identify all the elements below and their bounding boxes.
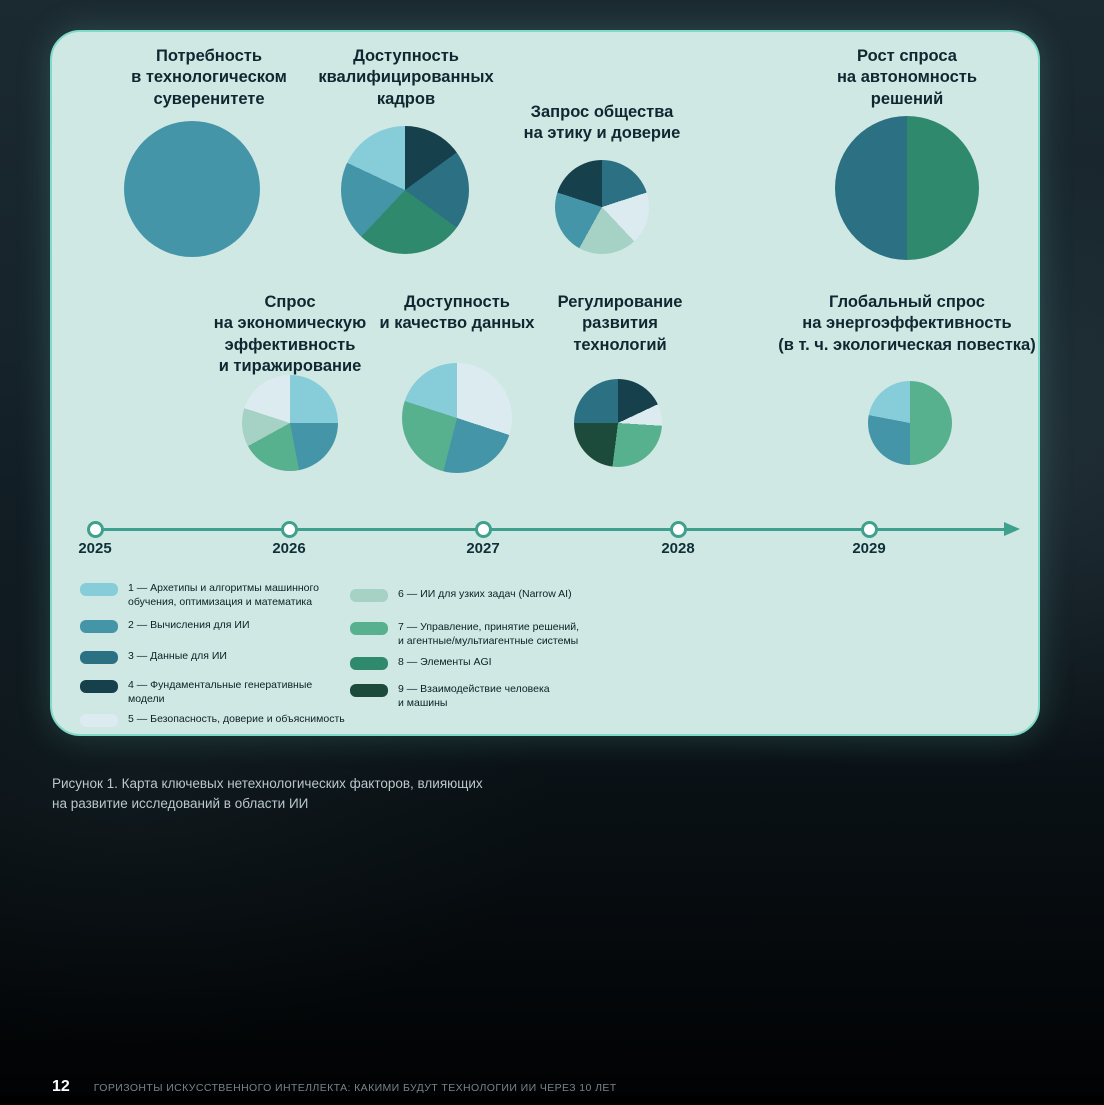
factor-title-data: Доступность и качество данных [379,293,535,333]
year-label-2026: 2026 [272,540,306,557]
legend-item-9: 9 — Взаимодействие человека и машины [350,683,550,710]
page-footer: 12 ГОРИЗОНТЫ ИСКУССТВЕННОГО ИНТЕЛЛЕКТА: … [52,1078,617,1096]
legend-item-6: 6 — ИИ для узких задач (Narrow AI) [350,588,572,602]
pie-ethics [555,160,649,254]
legend-swatch-2 [80,620,118,633]
legend-swatch-4 [80,680,118,693]
figure-card: Потребность в технологическом суверените… [50,30,1040,736]
legend-label-7: 7 — Управление, принятие решений, и аген… [398,621,580,647]
legend-label-2: 2 — Вычисления для ИИ [128,619,250,631]
legend-label-4: 4 — Фундаментальные генеративные модели [128,679,313,705]
legend-swatch-3 [80,651,118,664]
pie-data [402,363,512,473]
factor-title-personnel: Доступность квалифицированных кадров [318,47,494,108]
legend-item-5: 5 — Безопасность, доверие и объяснимость [80,713,345,727]
legend-item-8: 8 — Элементы AGI [350,656,492,670]
bottom-bar [0,1096,1104,1105]
timeline-dot-2028 [669,521,687,538]
legend-label-5: 5 — Безопасность, доверие и объяснимость [128,713,345,725]
legend-label-9: 9 — Взаимодействие человека и машины [398,683,550,709]
factor-title-economic: Спрос на экономическую эффективность и т… [213,293,367,376]
legend-item-7: 7 — Управление, принятие решений, и аген… [350,621,579,648]
legend-item-1: 1 — Архетипы и алгоритмы машинного обуче… [80,582,319,609]
year-label-2025: 2025 [78,540,112,557]
pie-energy [868,381,952,465]
timeline-dot-2029 [860,521,878,538]
legend-swatch-5 [80,714,118,727]
legend-swatch-9 [350,684,388,697]
legend-label-1: 1 — Архетипы и алгоритмы машинного обуче… [128,582,319,608]
year-label-2028: 2028 [661,540,695,557]
figure-caption: Рисунок 1. Карта ключевых нетехнологичес… [52,776,483,812]
pie-regulation [574,379,662,467]
legend-label-8: 8 — Элементы AGI [398,656,492,668]
timeline-arrow-icon [1004,522,1020,536]
legend-swatch-7 [350,622,388,635]
timeline-dot-2025 [86,521,104,538]
timeline-axis [95,528,1007,531]
legend-swatch-1 [80,583,118,596]
year-label-2027: 2027 [466,540,500,557]
factor-title-sovereignty: Потребность в технологическом суверените… [131,47,287,108]
legend-item-4: 4 — Фундаментальные генеративные модели [80,679,312,706]
pie-sovereignty [124,121,260,257]
legend-item-2: 2 — Вычисления для ИИ [80,619,250,633]
legend-item-3: 3 — Данные для ИИ [80,650,227,664]
timeline-dot-2026 [280,521,298,538]
pie-economic [242,375,338,471]
factor-title-regulation: Регулирование развития технологий [557,293,683,354]
legend-swatch-6 [350,589,388,602]
factor-title-energy: Глобальный спрос на энергоэффективность … [778,293,1036,354]
pie-personnel [341,126,469,254]
year-label-2029: 2029 [852,540,886,557]
pie-autonomy [835,116,979,260]
factor-title-ethics: Запрос общества на этику и доверие [523,103,681,143]
legend-swatch-8 [350,657,388,670]
legend-label-3: 3 — Данные для ИИ [128,650,227,662]
factor-title-autonomy: Рост спроса на автономность решений [836,47,978,108]
page-number: 12 [52,1078,70,1095]
legend-label-6: 6 — ИИ для узких задач (Narrow AI) [398,588,572,600]
footer-title: ГОРИЗОНТЫ ИСКУССТВЕННОГО ИНТЕЛЛЕКТА: КАК… [93,1082,617,1094]
timeline-dot-2027 [474,521,492,538]
